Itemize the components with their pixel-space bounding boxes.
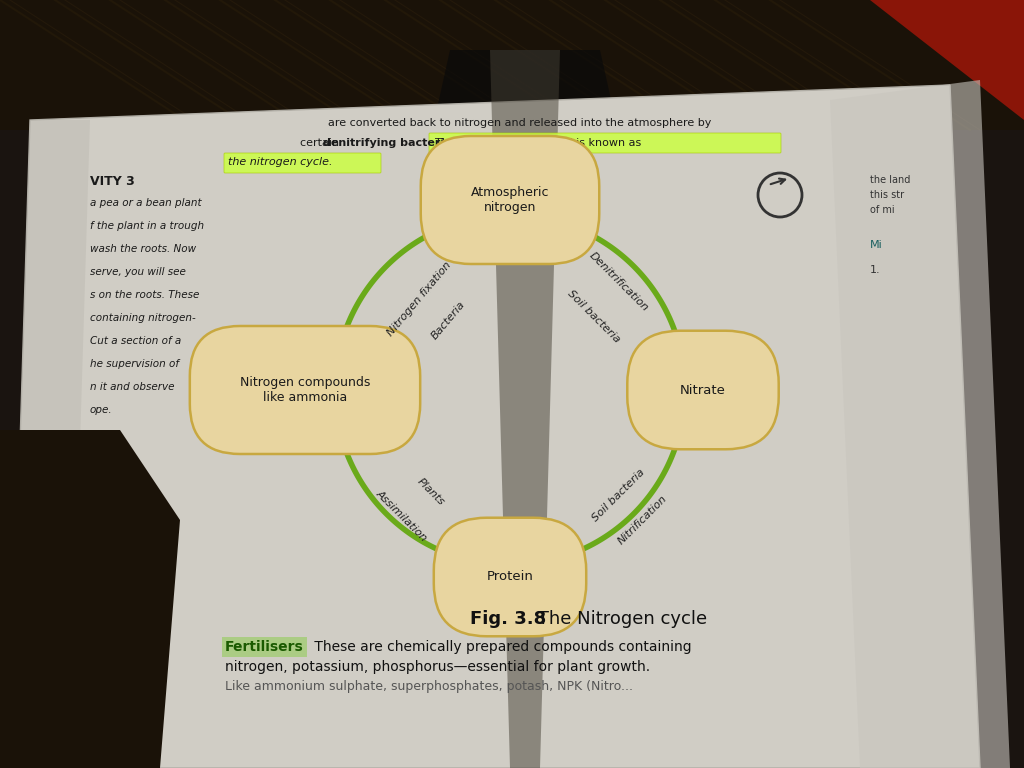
Text: Soil bacteria: Soil bacteria	[566, 288, 623, 344]
Text: certain: certain	[300, 138, 343, 148]
Polygon shape	[0, 430, 180, 768]
Text: Nitrification: Nitrification	[616, 493, 670, 546]
Text: f the plant in a trough: f the plant in a trough	[90, 221, 204, 231]
Text: this str: this str	[870, 190, 904, 200]
Text: VITY 3: VITY 3	[90, 175, 135, 188]
Text: Like ammonium sulphate, superphosphates, potash, NPK (Nitro...: Like ammonium sulphate, superphosphates,…	[225, 680, 633, 693]
Text: Denitrification: Denitrification	[587, 250, 650, 313]
Text: a pea or a bean plant: a pea or a bean plant	[90, 198, 202, 208]
Text: Atmospheric
nitrogen: Atmospheric nitrogen	[471, 186, 549, 214]
Text: wash the roots. Now: wash the roots. Now	[90, 244, 197, 254]
Text: These are chemically prepared compounds containing: These are chemically prepared compounds …	[310, 640, 691, 654]
Text: the nitrogen cycle.: the nitrogen cycle.	[228, 157, 333, 167]
Text: Fertilisers: Fertilisers	[225, 640, 304, 654]
Text: n it and observe: n it and observe	[90, 382, 174, 392]
Text: the land: the land	[870, 175, 910, 185]
Text: serve, you will see: serve, you will see	[90, 267, 186, 277]
Text: are converted back to nitrogen and released into the atmosphere by: are converted back to nitrogen and relea…	[329, 118, 712, 128]
Text: Cut a section of a: Cut a section of a	[90, 336, 181, 346]
Text: Plants: Plants	[416, 476, 446, 507]
FancyBboxPatch shape	[224, 153, 381, 173]
Text: Nitrogen compounds
like ammonia: Nitrogen compounds like ammonia	[240, 376, 371, 404]
Text: Fig. 3.8: Fig. 3.8	[470, 610, 546, 628]
Text: Nitrogen fixation: Nitrogen fixation	[385, 260, 453, 338]
Text: ope.: ope.	[90, 405, 113, 415]
Text: Assimilation: Assimilation	[374, 488, 429, 544]
Polygon shape	[10, 120, 90, 768]
Text: Nitrate: Nitrate	[680, 383, 726, 396]
Text: Mi: Mi	[870, 240, 883, 250]
Text: 1.: 1.	[870, 265, 881, 275]
Text: Soil bacteria: Soil bacteria	[591, 467, 646, 523]
Text: Bacteria: Bacteria	[430, 299, 468, 341]
Text: denitrifying bacteria.: denitrifying bacteria.	[323, 138, 456, 148]
Polygon shape	[490, 50, 560, 768]
Text: The Nitrogen cycle: The Nitrogen cycle	[532, 610, 708, 628]
Polygon shape	[0, 0, 1024, 130]
Text: nitrogen, potassium, phosphorus—essential for plant growth.: nitrogen, potassium, phosphorus—essentia…	[225, 660, 650, 674]
Polygon shape	[830, 80, 1010, 768]
Text: Protein: Protein	[486, 571, 534, 584]
FancyBboxPatch shape	[429, 133, 781, 153]
Text: containing nitrogen-: containing nitrogen-	[90, 313, 196, 323]
Text: he supervision of: he supervision of	[90, 359, 179, 369]
Polygon shape	[430, 50, 620, 140]
Polygon shape	[870, 0, 1024, 120]
Text: s on the roots. These: s on the roots. These	[90, 290, 200, 300]
Text: This cycle continues and is known as: This cycle continues and is known as	[435, 138, 641, 148]
Polygon shape	[10, 85, 980, 768]
Text: of mi: of mi	[870, 205, 895, 215]
